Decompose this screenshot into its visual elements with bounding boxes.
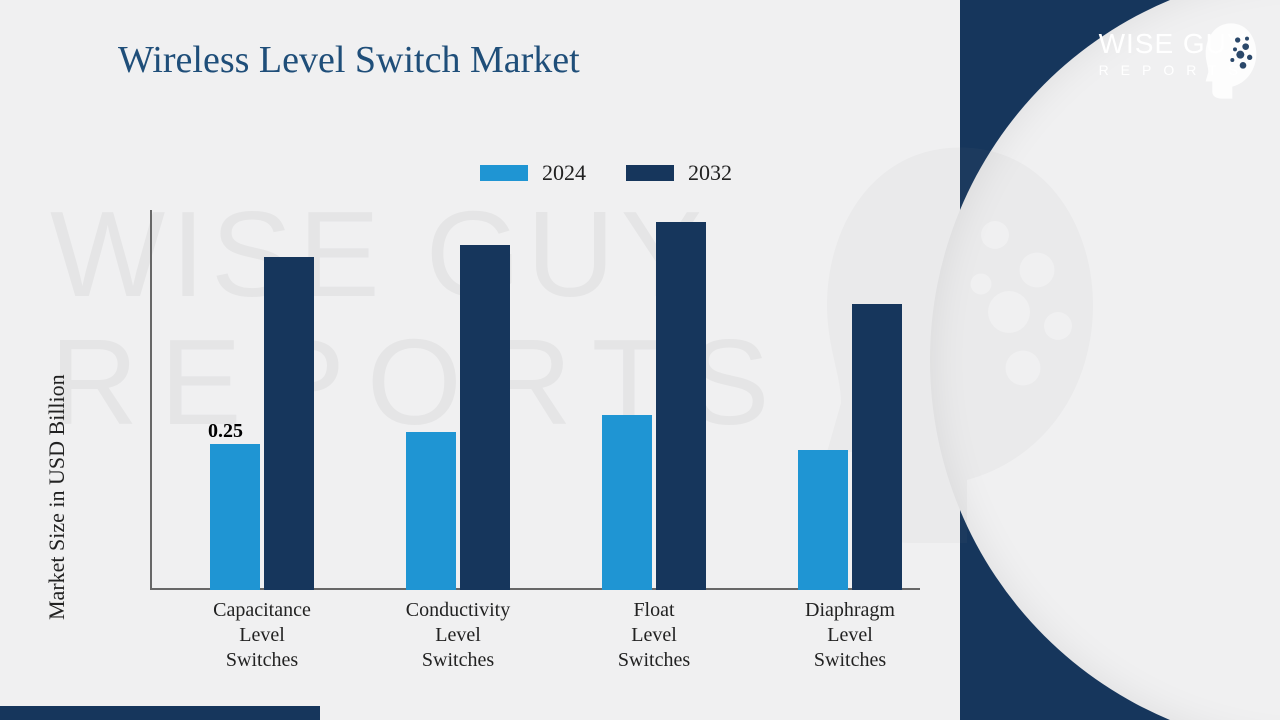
- bar-chart: 2024 2032 Market Size in USD Billion 0.2…: [60, 160, 940, 680]
- y-tick-label: 0.25: [208, 420, 243, 443]
- bar-2024-3: [798, 450, 848, 590]
- x-category-label: DiaphragmLevelSwitches: [768, 598, 932, 673]
- x-category-label: ConductivityLevelSwitches: [376, 598, 540, 673]
- chart-canvas: WISE GUY REPORTS Wireless Level Switch M…: [0, 0, 1280, 720]
- legend: 2024 2032: [480, 160, 732, 186]
- y-axis: [150, 210, 152, 590]
- legend-label-2024: 2024: [542, 160, 586, 186]
- bar-2024-1: [406, 432, 456, 590]
- legend-label-2032: 2032: [688, 160, 732, 186]
- legend-swatch-2024: [480, 165, 528, 181]
- y-axis-label: Market Size in USD Billion: [44, 374, 70, 620]
- legend-item-2032: 2032: [626, 160, 732, 186]
- bar-2032-0: [264, 257, 314, 590]
- bar-2024-0: [210, 444, 260, 590]
- x-category-label: CapacitanceLevelSwitches: [180, 598, 344, 673]
- plot-area: 0.25: [150, 210, 920, 590]
- bar-2032-3: [852, 304, 902, 590]
- x-category-label: FloatLevelSwitches: [572, 598, 736, 673]
- bar-2024-2: [602, 415, 652, 590]
- bar-2032-2: [656, 222, 706, 590]
- legend-swatch-2032: [626, 165, 674, 181]
- legend-item-2024: 2024: [480, 160, 586, 186]
- brand-head-icon: [1196, 20, 1266, 100]
- bottom-accent-bar: [0, 706, 320, 720]
- chart-title: Wireless Level Switch Market: [118, 38, 580, 82]
- bar-2032-1: [460, 245, 510, 590]
